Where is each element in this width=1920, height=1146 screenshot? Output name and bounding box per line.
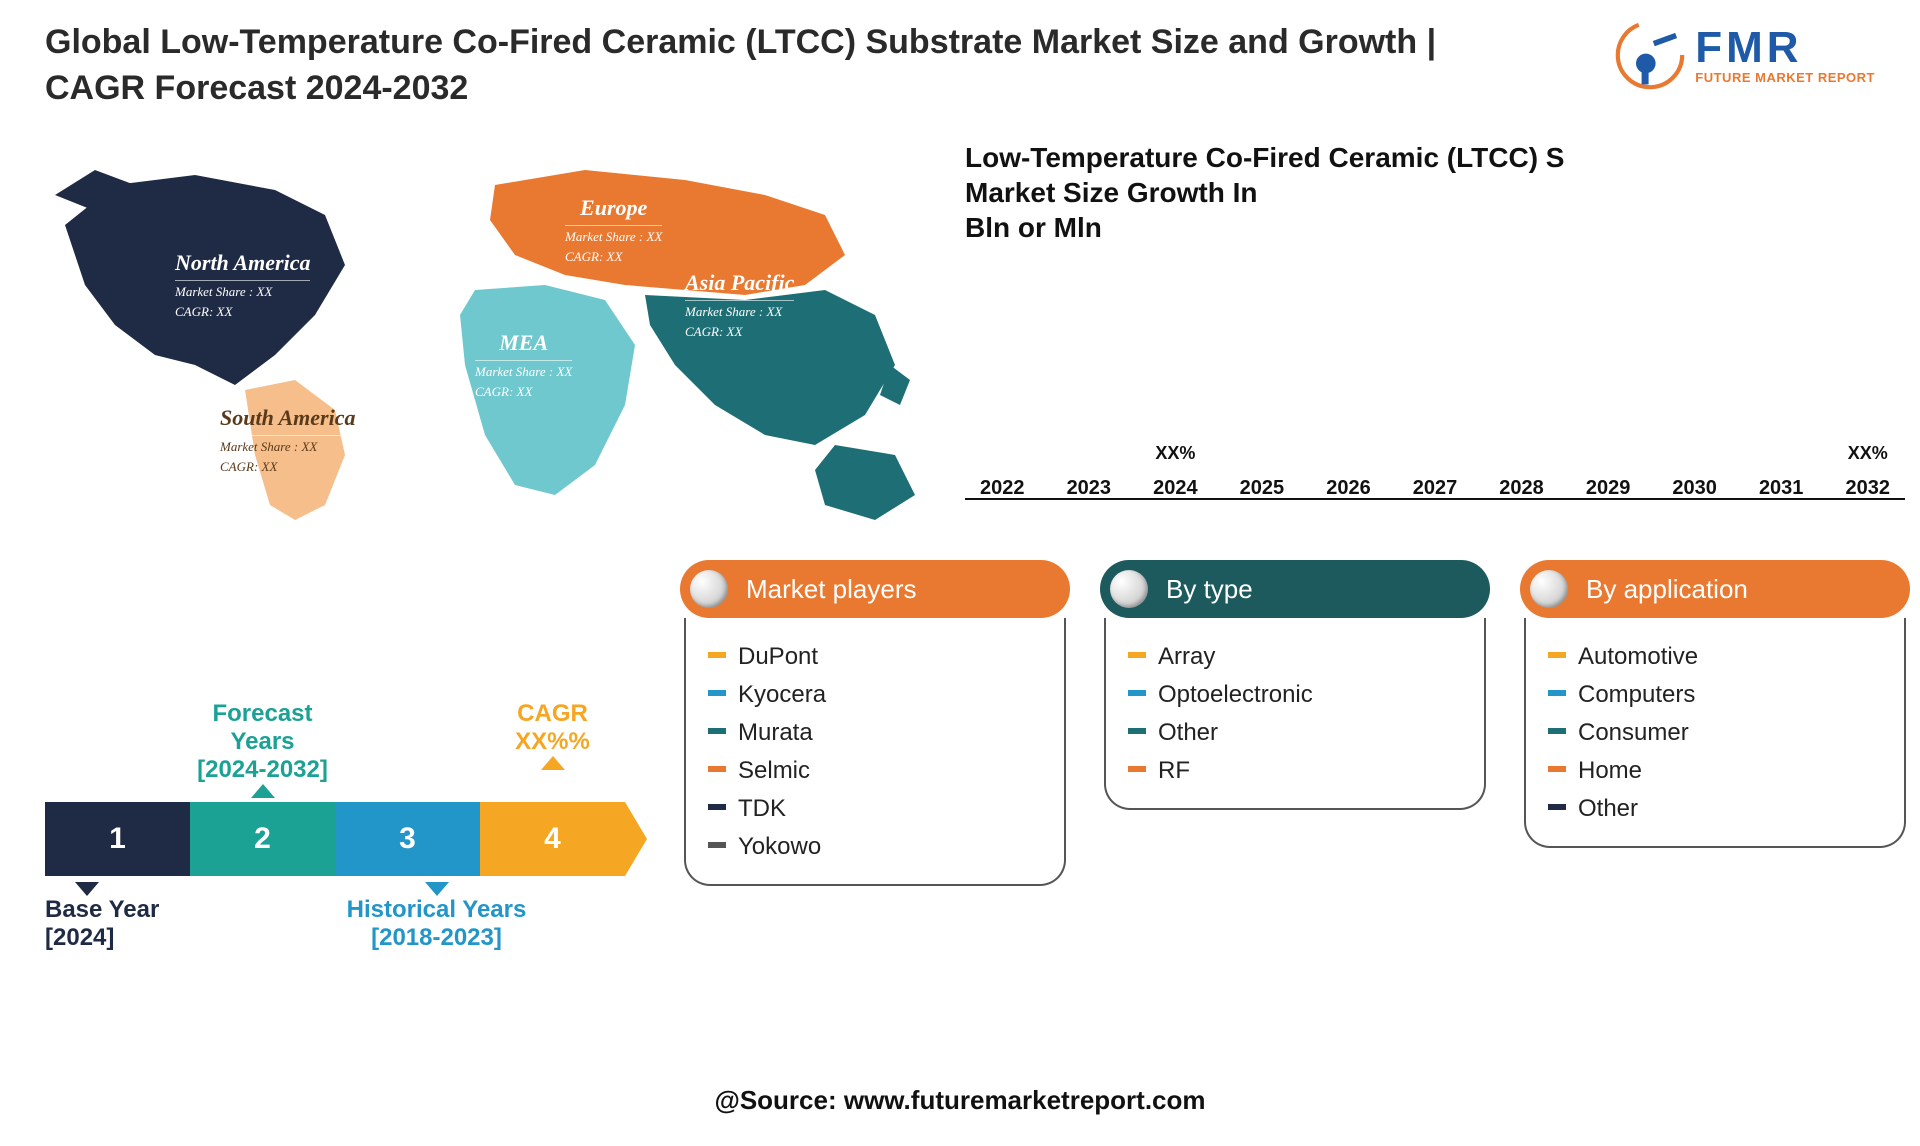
chart-bars: 20222023XX%20242025202620272028202920302… (965, 240, 1905, 500)
forecast-label: Forecast Years (190, 700, 335, 756)
bar-annotation: XX% (1848, 443, 1888, 464)
pill-type: By typeArrayOptoelectronicOtherRF (1100, 560, 1490, 810)
bar-year-label: 2030 (1672, 477, 1717, 500)
pill-item: Home (1548, 752, 1890, 790)
growth-chart: Low-Temperature Co-Fired Ceramic (LTCC) … (965, 140, 1905, 540)
bar-year-label: 2028 (1499, 477, 1544, 500)
region-cagr: CAGR: XX (565, 249, 662, 265)
bar-2025: 2025 (1225, 469, 1300, 500)
region-name: Europe (565, 195, 662, 221)
bar-year-label: 2031 (1759, 477, 1804, 500)
region-cagr: CAGR: XX (685, 324, 794, 340)
timeline-step-4: 4 (480, 802, 625, 876)
pill-header: By application (1520, 560, 1910, 618)
pill-header: Market players (680, 560, 1070, 618)
bar-2027: 2027 (1398, 469, 1473, 500)
region-name: MEA (475, 330, 572, 356)
region-share: Market Share : XX (565, 225, 662, 245)
bar-year-label: 2022 (980, 477, 1025, 500)
pill-item: DuPont (708, 638, 1050, 676)
forecast-pointer-icon (251, 784, 275, 798)
source-attribution: @Source: www.futuremarketreport.com (714, 1085, 1205, 1116)
pill-item: Selmic (708, 752, 1050, 790)
bar-2023: 2023 (1052, 469, 1127, 500)
timeline-arrows: 1 2 3 4 (45, 802, 625, 876)
bar-year-label: 2025 (1240, 477, 1285, 500)
region-share: Market Share : XX (685, 300, 794, 320)
bar-2031: 2031 (1744, 469, 1819, 500)
region-label-north_america: North America Market Share : XX CAGR: XX (175, 250, 310, 320)
region-cagr: CAGR: XX (220, 459, 356, 475)
bar-year-label: 2026 (1326, 477, 1371, 500)
base-year-value: [2024] (45, 924, 190, 952)
pill-item: Other (1128, 714, 1470, 752)
bar-year-label: 2027 (1413, 477, 1458, 500)
region-cagr: CAGR: XX (475, 384, 572, 400)
pill-item: Murata (708, 714, 1050, 752)
pill-item: Array (1128, 638, 1470, 676)
pill-body: DuPontKyoceraMurataSelmicTDKYokowo (684, 618, 1066, 886)
cagr-value: XX%% (480, 728, 625, 756)
pill-item: Consumer (1548, 714, 1890, 752)
bar-2026: 2026 (1311, 469, 1386, 500)
forecast-years: [2024-2032] (190, 756, 335, 784)
region-label-south_america: South America Market Share : XX CAGR: XX (220, 405, 356, 475)
bar-year-label: 2029 (1586, 477, 1631, 500)
bar-year-label: 2024 (1153, 477, 1198, 500)
pill-application: By applicationAutomotiveComputersConsume… (1520, 560, 1910, 848)
region-name: South America (220, 405, 356, 431)
base-pointer-icon (75, 882, 99, 896)
pill-item: Optoelectronic (1128, 676, 1470, 714)
pill-header: By type (1100, 560, 1490, 618)
timeline: Forecast Years [2024-2032] CAGR XX%% 1 2… (45, 700, 625, 952)
pill-players: Market playersDuPontKyoceraMurataSelmicT… (680, 560, 1070, 886)
cagr-pointer-icon (541, 756, 565, 770)
hist-years-value: [2018-2023] (335, 924, 538, 952)
pill-body: AutomotiveComputersConsumerHomeOther (1524, 618, 1906, 848)
bar-2029: 2029 (1571, 469, 1646, 500)
chart-title: Low-Temperature Co-Fired Ceramic (LTCC) … (965, 140, 1905, 245)
region-share: Market Share : XX (175, 280, 310, 300)
logo-text-main: FMR (1695, 26, 1875, 70)
region-name: Asia Pacific (685, 270, 794, 296)
hist-pointer-icon (425, 882, 449, 896)
logo-icon (1615, 20, 1685, 90)
cagr-label: CAGR (480, 700, 625, 728)
pill-item: TDK (708, 790, 1050, 828)
region-share: Market Share : XX (475, 360, 572, 380)
region-label-mea: MEA Market Share : XX CAGR: XX (475, 330, 572, 400)
bar-2022: 2022 (965, 469, 1040, 500)
bar-2028: 2028 (1484, 469, 1559, 500)
pill-item: Computers (1548, 676, 1890, 714)
region-share: Market Share : XX (220, 435, 356, 455)
bar-year-label: 2023 (1067, 477, 1112, 500)
timeline-step-1: 1 (45, 802, 190, 876)
region-label-asia_pacific: Asia Pacific Market Share : XX CAGR: XX (685, 270, 794, 340)
region-name: North America (175, 250, 310, 276)
pill-body: ArrayOptoelectronicOtherRF (1104, 618, 1486, 810)
bar-2032: XX%2032 (1830, 469, 1905, 500)
bar-year-label: 2032 (1845, 477, 1890, 500)
logo-text-sub: FUTURE MARKET REPORT (1695, 70, 1875, 85)
timeline-step-3: 3 (335, 802, 480, 876)
hist-years-label: Historical Years (335, 896, 538, 924)
pill-item: Automotive (1548, 638, 1890, 676)
pill-item: Kyocera (708, 676, 1050, 714)
pill-item: Other (1548, 790, 1890, 828)
base-year-label: Base Year (45, 896, 190, 924)
bar-2030: 2030 (1657, 469, 1732, 500)
bar-annotation: XX% (1155, 443, 1195, 464)
region-label-europe: Europe Market Share : XX CAGR: XX (565, 195, 662, 265)
logo: FMR FUTURE MARKET REPORT (1615, 20, 1875, 90)
bar-2024: XX%2024 (1138, 469, 1213, 500)
timeline-step-2: 2 (190, 802, 335, 876)
pill-item: Yokowo (708, 828, 1050, 866)
world-map: North AmericaMarket Share : XXCAGR: XXSo… (45, 155, 925, 525)
page-title: Global Low-Temperature Co-Fired Ceramic … (45, 20, 1445, 112)
pill-item: RF (1128, 752, 1470, 790)
region-cagr: CAGR: XX (175, 304, 310, 320)
header: Global Low-Temperature Co-Fired Ceramic … (45, 20, 1875, 112)
